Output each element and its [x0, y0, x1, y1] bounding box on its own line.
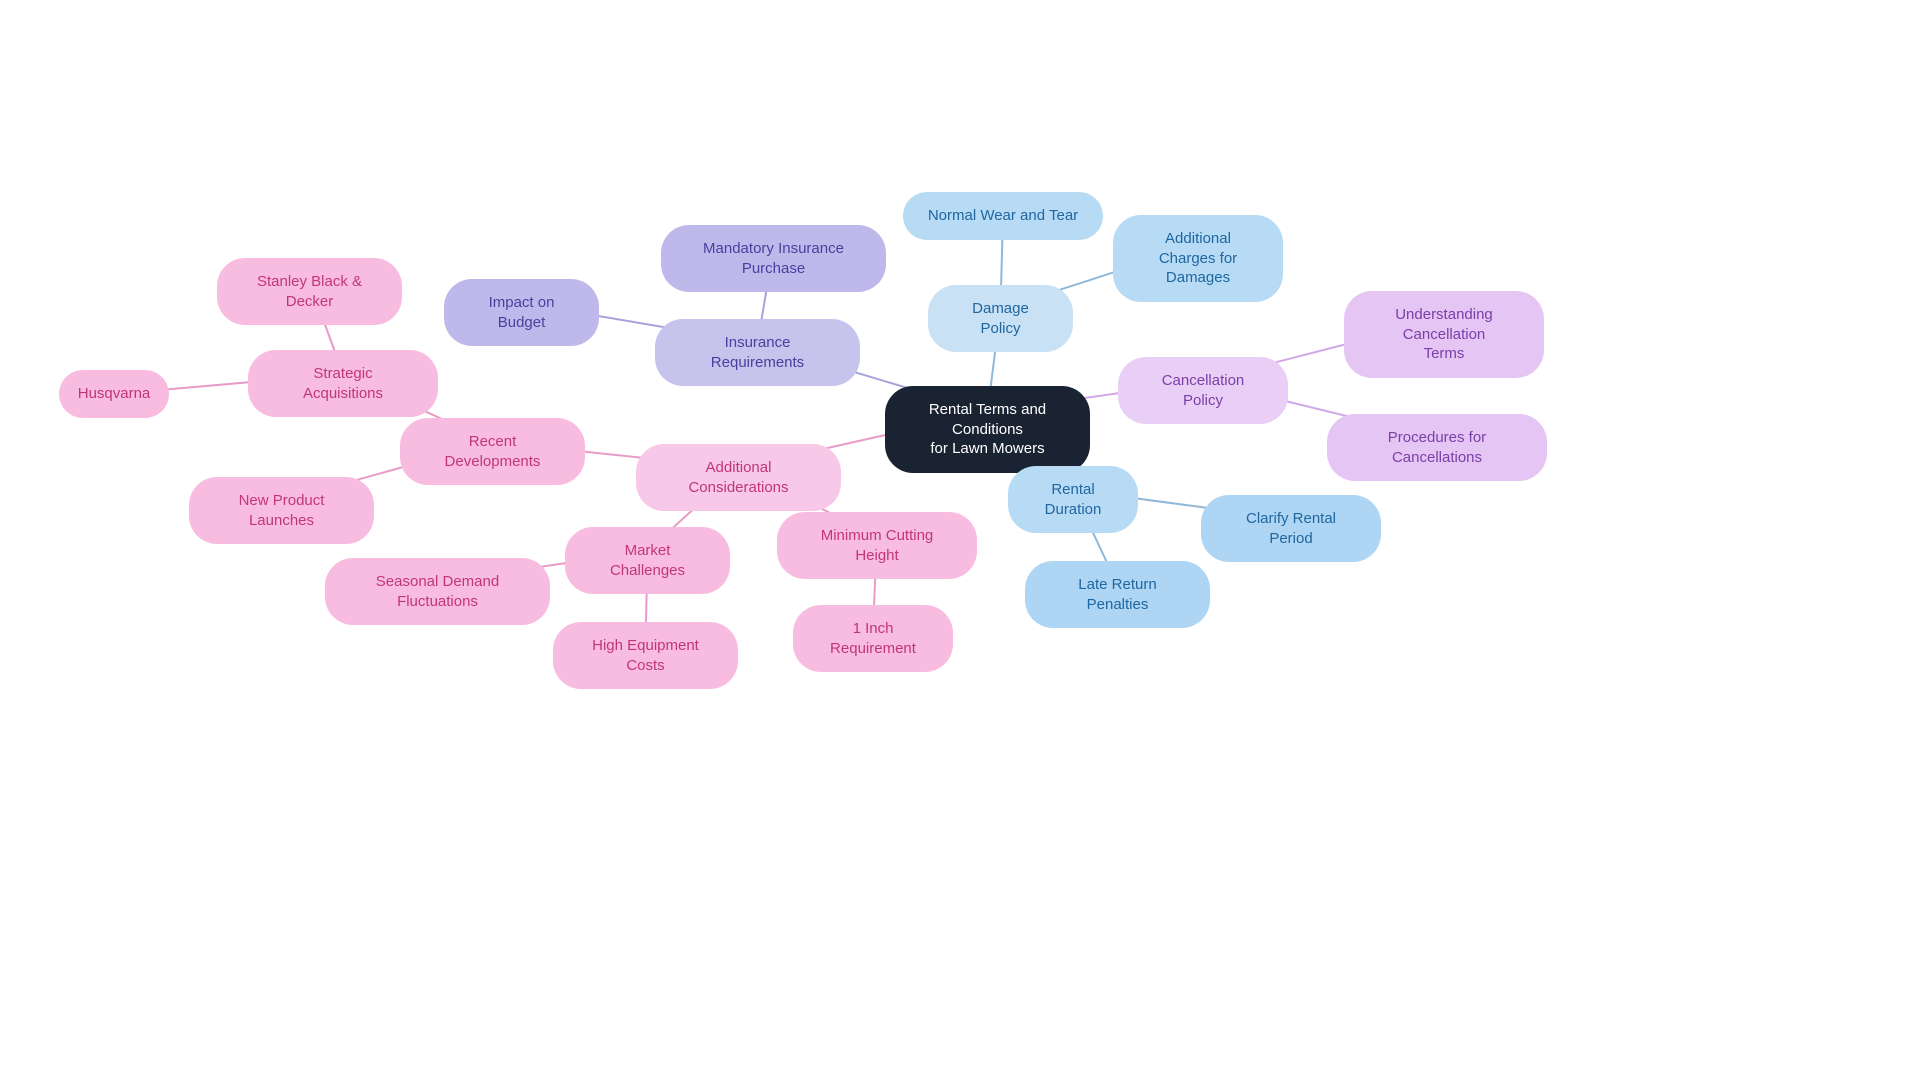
- node-stanley: Stanley Black & Decker: [217, 258, 402, 325]
- node-impact: Impact on Budget: [444, 279, 599, 346]
- node-highcost: High Equipment Costs: [553, 622, 738, 689]
- node-wear: Normal Wear and Tear: [903, 192, 1103, 240]
- node-damage: Damage Policy: [928, 285, 1073, 352]
- node-late: Late Return Penalties: [1025, 561, 1210, 628]
- node-recent: Recent Developments: [400, 418, 585, 485]
- node-clarify: Clarify Rental Period: [1201, 495, 1381, 562]
- node-cancel: Cancellation Policy: [1118, 357, 1288, 424]
- node-seasonal: Seasonal Demand Fluctuations: [325, 558, 550, 625]
- node-husqvarna: Husqvarna: [59, 370, 169, 418]
- node-rental: Rental Duration: [1008, 466, 1138, 533]
- center-node: Rental Terms and Conditionsfor Lawn Mowe…: [885, 386, 1090, 473]
- node-insurance: Insurance Requirements: [655, 319, 860, 386]
- node-mincut: Minimum Cutting Height: [777, 512, 977, 579]
- node-mandatory: Mandatory Insurance Purchase: [661, 225, 886, 292]
- node-market: Market Challenges: [565, 527, 730, 594]
- node-understand: Understanding CancellationTerms: [1344, 291, 1544, 378]
- node-additional: Additional Considerations: [636, 444, 841, 511]
- node-strategic: Strategic Acquisitions: [248, 350, 438, 417]
- node-oneinch: 1 Inch Requirement: [793, 605, 953, 672]
- node-procedures: Procedures for Cancellations: [1327, 414, 1547, 481]
- node-charges: Additional Charges forDamages: [1113, 215, 1283, 302]
- node-newprod: New Product Launches: [189, 477, 374, 544]
